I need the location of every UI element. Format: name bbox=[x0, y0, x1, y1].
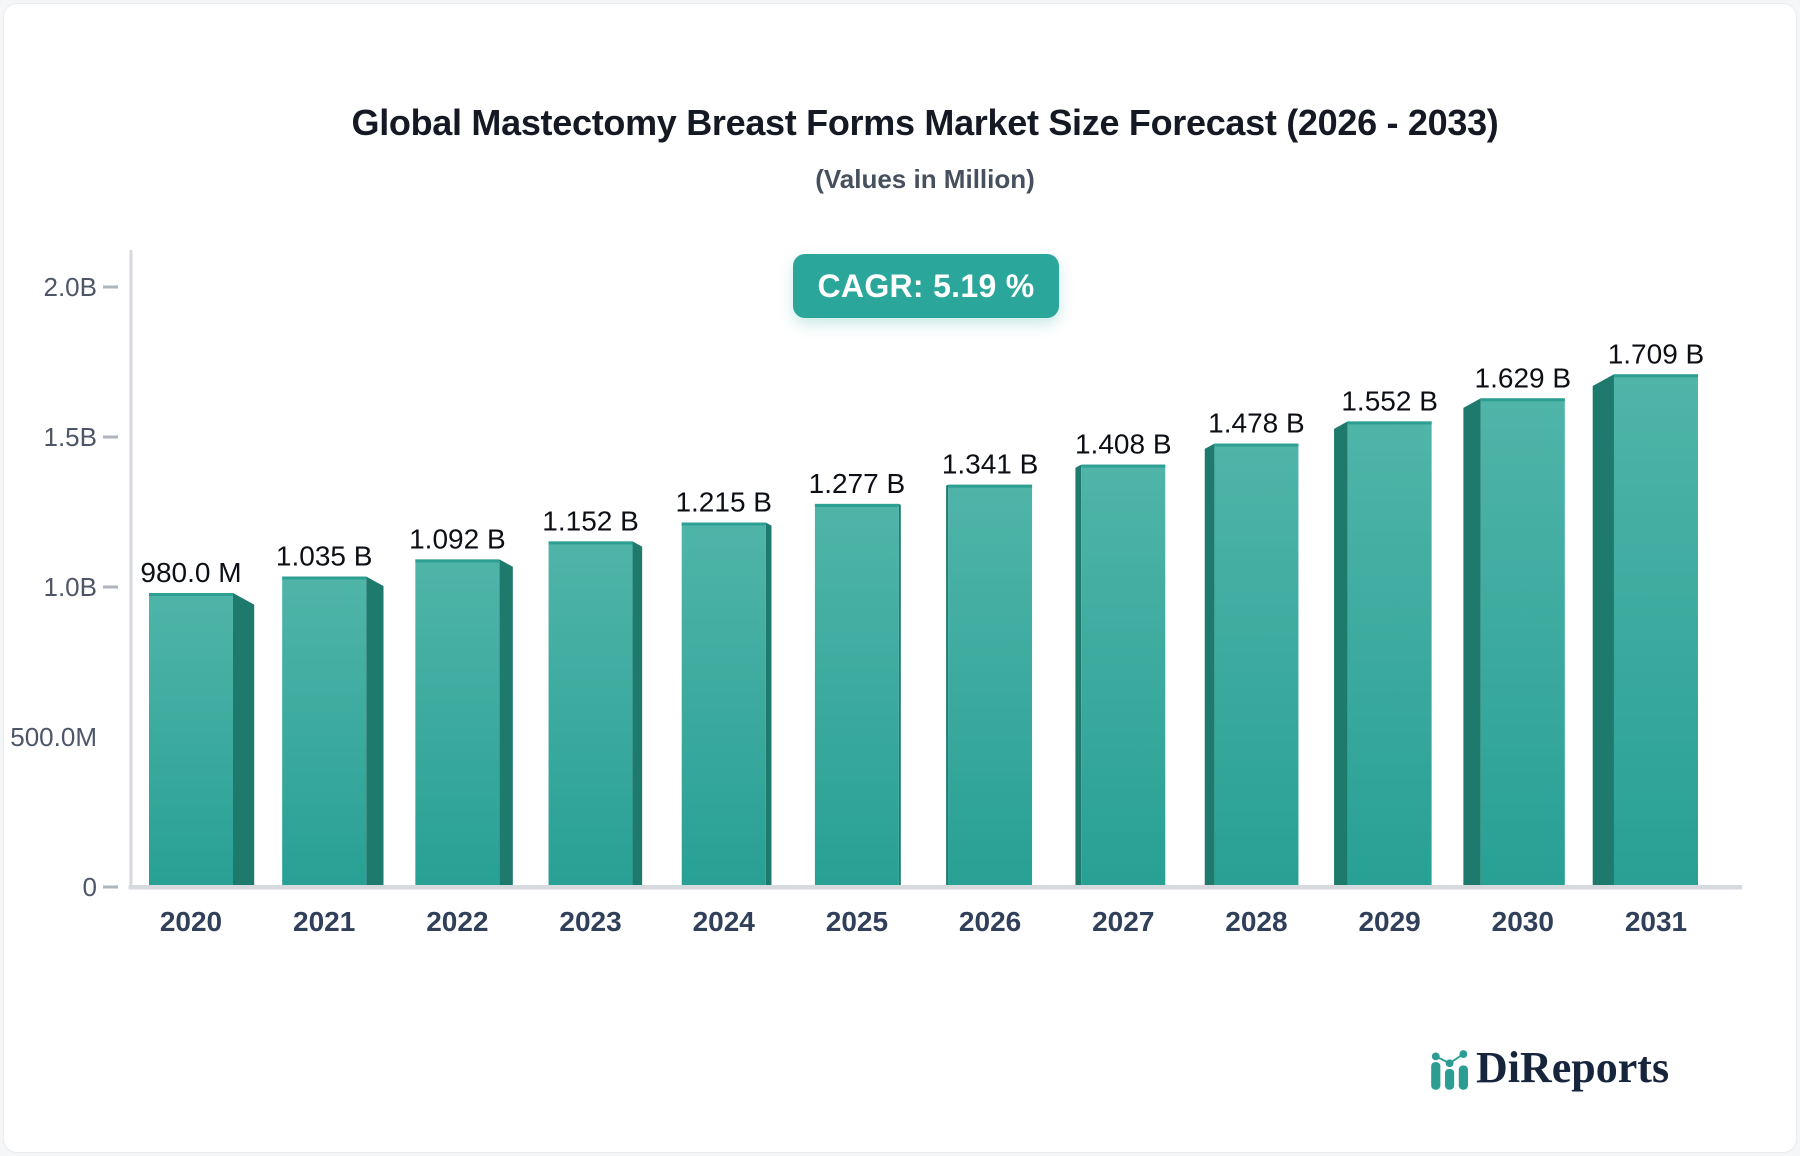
bar-side-face bbox=[233, 593, 255, 887]
bar bbox=[1463, 398, 1565, 887]
bar-front-face bbox=[681, 522, 766, 887]
x-axis-year-label: 2020 bbox=[160, 906, 222, 937]
bar-value-label: 1.478 B bbox=[1208, 408, 1305, 439]
x-axis-year-label: 2029 bbox=[1358, 906, 1420, 937]
y-tick-label: 2.0B bbox=[44, 272, 98, 302]
x-axis-year-label: 2023 bbox=[559, 906, 621, 937]
y-tick-label: 0 bbox=[83, 872, 97, 902]
bar bbox=[1075, 464, 1166, 887]
y-axis-line bbox=[129, 250, 133, 889]
bar-value-label: 1.152 B bbox=[542, 505, 639, 536]
bar-top-edge bbox=[1081, 464, 1166, 468]
y-tick-label: 500.0M bbox=[10, 722, 97, 752]
bar bbox=[149, 593, 255, 887]
y-tick-label: 1.0B bbox=[44, 572, 98, 602]
bar-side-face bbox=[765, 522, 772, 887]
chart-title: Global Mastectomy Breast Forms Market Si… bbox=[351, 102, 1499, 143]
x-axis-year-label: 2031 bbox=[1625, 906, 1687, 937]
x-axis-baseline bbox=[128, 885, 1742, 890]
bar bbox=[548, 541, 643, 887]
y-tick-dash bbox=[103, 885, 118, 889]
bar-top-edge bbox=[415, 559, 500, 563]
bar-top-edge bbox=[948, 484, 1033, 488]
bar-side-face bbox=[1463, 398, 1481, 887]
x-axis-year-label: 2027 bbox=[1092, 906, 1154, 937]
direports-logo: DiReports bbox=[1428, 1036, 1669, 1092]
bar bbox=[681, 522, 772, 887]
bar-side-face bbox=[1075, 464, 1082, 887]
bar-value-label: 1.341 B bbox=[942, 449, 1039, 480]
bar-front-face bbox=[415, 559, 500, 887]
bar-front-face bbox=[149, 593, 233, 887]
bar-value-label: 1.035 B bbox=[276, 541, 373, 572]
bar-front-face bbox=[1480, 398, 1565, 887]
bar-side-face bbox=[946, 484, 949, 887]
x-axis-year-label: 2028 bbox=[1225, 906, 1287, 937]
bar-value-label: 1.408 B bbox=[1075, 429, 1172, 460]
bar-value-label: 980.0 M bbox=[140, 557, 241, 588]
x-axis-year-label: 2021 bbox=[293, 906, 355, 937]
y-tick-dash bbox=[103, 435, 118, 439]
bar-side-face bbox=[1204, 443, 1215, 887]
x-axis-year-label: 2026 bbox=[959, 906, 1021, 937]
bar-front-face bbox=[948, 484, 1033, 887]
bar-value-label: 1.215 B bbox=[675, 487, 772, 518]
bar bbox=[1334, 421, 1432, 887]
bar-side-face bbox=[366, 576, 384, 887]
x-axis-year-label: 2025 bbox=[826, 906, 888, 937]
chart-subtitle: (Values in Million) bbox=[815, 164, 1035, 194]
bar-side-face bbox=[499, 559, 513, 887]
bar-top-edge bbox=[149, 593, 233, 596]
bar-front-face bbox=[548, 541, 633, 887]
y-tick-dash bbox=[103, 285, 118, 289]
bar-front-face bbox=[1081, 464, 1166, 887]
bar-side-face bbox=[1592, 374, 1614, 887]
direports-logo-text: DiReports bbox=[1476, 1043, 1670, 1092]
x-axis-year-label: 2030 bbox=[1492, 906, 1554, 937]
bar-side-face bbox=[1334, 421, 1348, 887]
bar bbox=[946, 484, 1033, 887]
bar bbox=[415, 559, 513, 887]
bar-value-label: 1.709 B bbox=[1608, 338, 1705, 369]
bar-side-face bbox=[898, 503, 901, 887]
bar-top-edge bbox=[1613, 374, 1698, 378]
bar-top-edge bbox=[681, 522, 766, 526]
bar-value-label: 1.629 B bbox=[1475, 362, 1572, 393]
bar-chart-trend-icon bbox=[1431, 1050, 1468, 1090]
bar-value-label: 1.277 B bbox=[809, 468, 906, 499]
bar-value-label: 1.552 B bbox=[1341, 385, 1438, 416]
bar-front-face bbox=[1347, 421, 1432, 887]
bar bbox=[1592, 374, 1698, 887]
bar-value-label: 1.092 B bbox=[409, 523, 506, 554]
bar-top-edge bbox=[814, 503, 899, 507]
cagr-badge: CAGR: 5.19 % bbox=[793, 254, 1059, 318]
bar bbox=[1204, 443, 1299, 887]
bar bbox=[282, 576, 384, 887]
bar-front-face bbox=[1214, 443, 1299, 887]
bar-side-face bbox=[632, 541, 643, 887]
bar-top-edge bbox=[282, 576, 367, 580]
bar-top-edge bbox=[1347, 421, 1432, 425]
y-tick-dash bbox=[103, 585, 118, 589]
y-tick-label: 1.5B bbox=[44, 422, 98, 452]
chart-header: Global Mastectomy Breast Forms Market Si… bbox=[50, 0, 1800, 195]
bar-front-face bbox=[814, 503, 899, 887]
bar-front-face bbox=[282, 576, 367, 887]
bar-top-edge bbox=[1480, 398, 1565, 402]
bar-top-edge bbox=[548, 541, 633, 545]
bar bbox=[814, 503, 901, 887]
bar-front-face bbox=[1613, 374, 1698, 887]
x-axis-year-label: 2022 bbox=[426, 906, 488, 937]
cagr-badge-label: CAGR: 5.19 % bbox=[817, 267, 1035, 304]
x-axis-year-label: 2024 bbox=[693, 906, 756, 937]
bar-top-edge bbox=[1214, 443, 1299, 447]
